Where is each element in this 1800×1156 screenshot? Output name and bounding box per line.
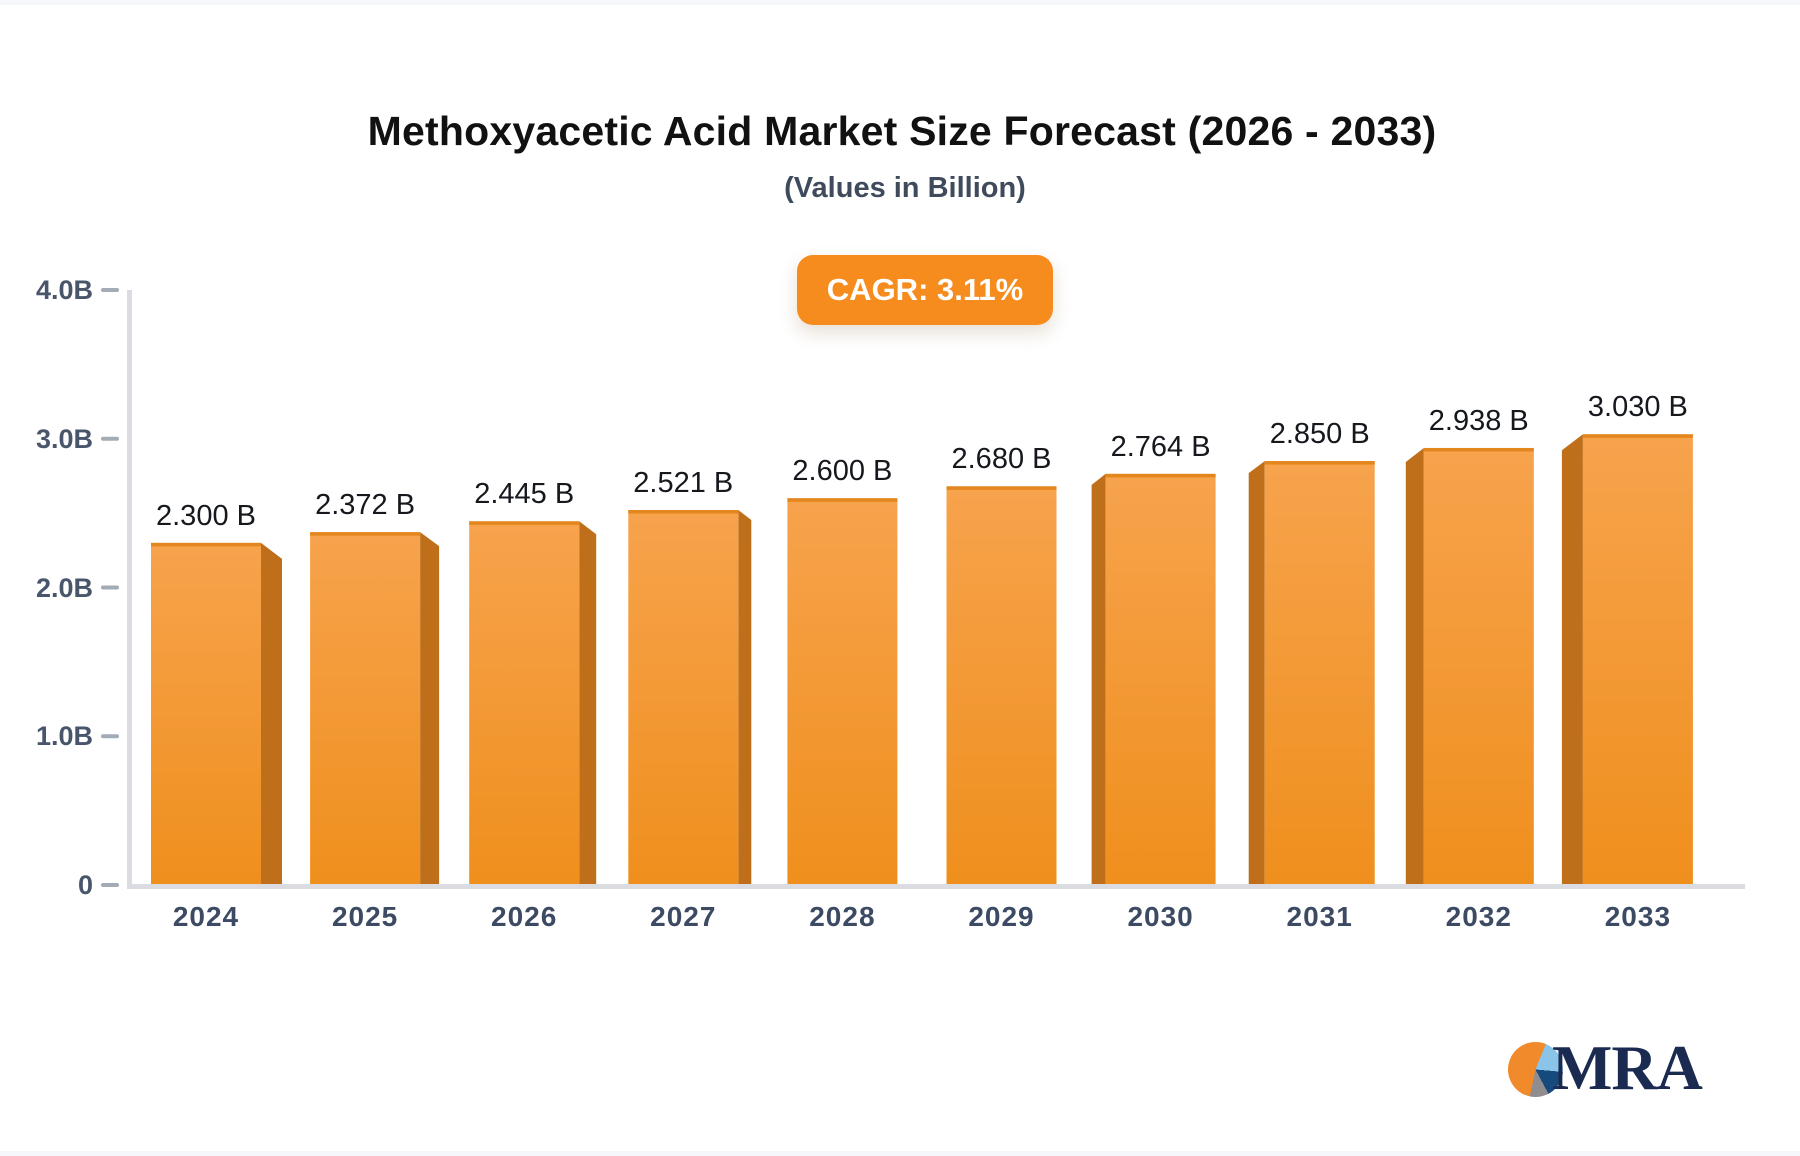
mra-logo: MRA (1505, 1030, 1725, 1110)
x-axis-tick-label: 2027 (650, 901, 717, 932)
bar (310, 532, 421, 885)
x-axis-tick-label: 2025 (331, 901, 399, 932)
bar-side-panel (1248, 461, 1265, 885)
bar-side-panel (261, 542, 282, 885)
bar (469, 521, 580, 885)
bar-side-panel (579, 521, 597, 885)
bottom-edge-strip (0, 1151, 1800, 1156)
bar-value-label: 3.030 B (1587, 391, 1688, 424)
bar-side-panel (738, 510, 752, 885)
top-edge-strip (0, 0, 1800, 5)
x-axis-tick-label: 2031 (1286, 901, 1353, 932)
y-axis-tick-label: 1.0B (35, 721, 93, 752)
bar-top-edge (1582, 434, 1693, 438)
bar-value-label: 2.850 B (1269, 418, 1370, 451)
y-tick-mark (101, 288, 119, 292)
bar-side-panel (1561, 434, 1583, 885)
bar (1582, 434, 1693, 885)
bar-top-edge (1264, 461, 1375, 465)
y-axis-tick-label: 0 (77, 870, 93, 900)
chart-subtitle: (Values in Billion) (784, 172, 1026, 204)
bar-value-label: 2.600 B (792, 455, 893, 488)
bar-side-panel (1405, 447, 1424, 885)
bar-top-edge (787, 498, 898, 502)
bar-value-label: 2.680 B (951, 443, 1052, 476)
x-axis-tick-label: 2032 (1445, 901, 1512, 932)
bar-top-edge (1423, 447, 1534, 452)
bar (946, 486, 1057, 885)
cagr-badge: CAGR: 3.11% (797, 255, 1053, 325)
y-tick-mark (101, 734, 119, 739)
bar (151, 542, 261, 885)
bar-value-label: 2.372 B (315, 489, 416, 522)
x-axis-tick-label: 2030 (1127, 901, 1194, 932)
bar-value-label: 2.445 B (474, 478, 575, 511)
bar-value-label: 2.300 B (156, 499, 256, 532)
y-tick-mark (101, 436, 119, 441)
x-axis-tick-label: 2029 (968, 901, 1035, 932)
y-axis-tick-label: 4.0B (35, 275, 93, 305)
y-tick-mark (101, 585, 119, 590)
bar-side-panel (1091, 473, 1106, 885)
bar-top-edge (628, 510, 739, 514)
bar-value-label: 2.764 B (1110, 430, 1211, 463)
x-axis-tick-label: 2033 (1604, 901, 1672, 932)
y-axis-tick-label: 2.0B (35, 572, 93, 603)
y-tick-mark (101, 883, 119, 887)
y-axis-line (127, 290, 132, 888)
x-axis-line (127, 884, 1745, 889)
bar-top-edge (946, 486, 1057, 490)
y-axis-tick-label: 3.0B (35, 423, 93, 454)
bar-top-edge (151, 542, 261, 547)
bar-top-edge (310, 532, 421, 536)
bar (1105, 473, 1216, 885)
bar-value-label: 2.938 B (1428, 404, 1529, 437)
bar (1264, 461, 1375, 885)
bar (1423, 447, 1534, 885)
x-axis-tick-label: 2026 (491, 901, 558, 932)
x-axis-tick-label: 2028 (809, 901, 876, 932)
logo-text: MRA (1552, 1032, 1703, 1103)
bar-value-label: 2.521 B (633, 467, 734, 499)
cagr-badge-label: CAGR: 3.11% (826, 272, 1024, 307)
x-axis-tick-label: 2024 (172, 901, 240, 932)
bar-top-edge (1105, 473, 1216, 478)
bar (787, 498, 898, 885)
bar-top-edge (469, 521, 580, 525)
bar (628, 510, 739, 885)
pie-chart-logo-icon (1508, 1042, 1563, 1097)
bar-side-panel (420, 532, 440, 885)
chart-title: Methoxyacetic Acid Market Size Forecast … (367, 108, 1437, 154)
